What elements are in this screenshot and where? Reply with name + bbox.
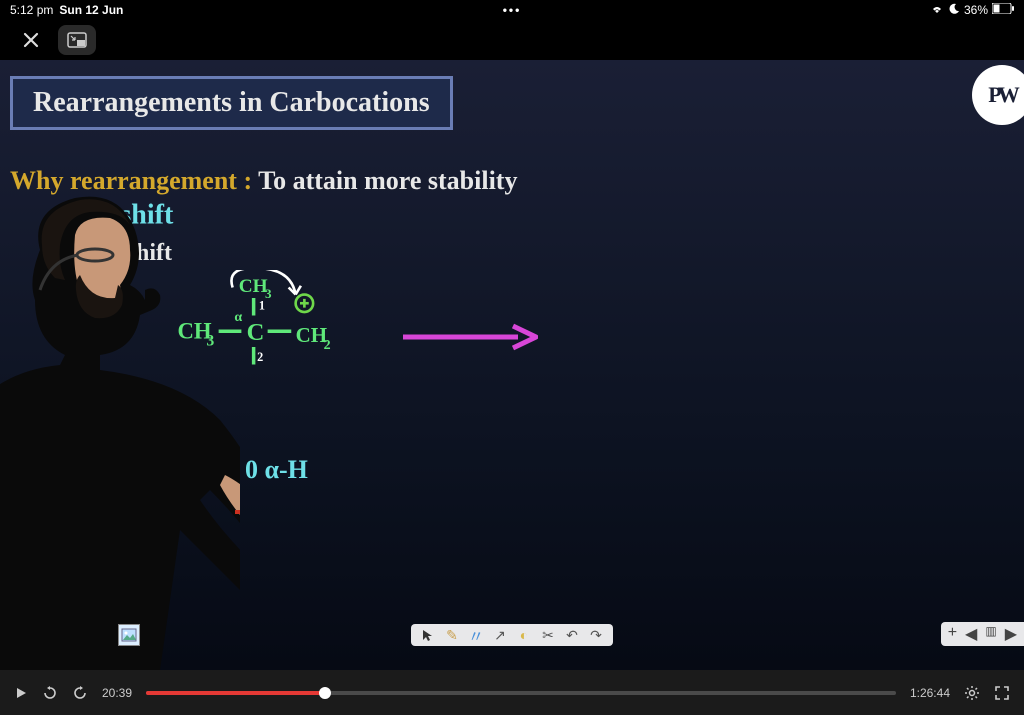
battery-icon [992, 3, 1014, 17]
alpha-h-label: 0 α-H [245, 455, 308, 485]
top-controls [0, 20, 1024, 60]
marker-tool-icon[interactable]: 〃 [467, 626, 485, 644]
pen-tool-icon[interactable]: ✎ [443, 626, 461, 644]
forward-button[interactable] [72, 685, 88, 701]
pw-logo: PW [972, 65, 1024, 125]
image-tool-icon[interactable] [118, 624, 140, 646]
svg-text:2: 2 [324, 338, 331, 353]
undo-tool-icon[interactable]: ↶ [563, 626, 581, 644]
current-time: 20:39 [102, 686, 132, 700]
status-right: 36% [930, 3, 1014, 18]
total-time: 1:26:44 [910, 686, 950, 700]
fullscreen-button[interactable] [994, 685, 1010, 701]
zoom-in-icon[interactable]: + [945, 624, 960, 644]
pages-icon[interactable]: ▥ [982, 624, 999, 644]
drawing-toolbar: ✎ 〃 ↗ ◐ ✂ ↶ ↷ [411, 624, 613, 646]
svg-text:2: 2 [257, 350, 263, 364]
prev-page-icon[interactable]: ◀ [962, 624, 980, 644]
multitask-dots-icon[interactable]: ••• [503, 3, 522, 17]
pip-button[interactable] [58, 25, 96, 55]
svg-text:CH: CH [296, 323, 328, 347]
svg-text:1: 1 [259, 298, 265, 312]
slide-title: Rearrangements in Carbocations [10, 76, 453, 130]
play-button[interactable] [14, 686, 28, 700]
battery-pct: 36% [964, 3, 988, 17]
close-button[interactable] [12, 25, 50, 55]
svg-text:C: C [247, 319, 265, 346]
highlight-tool-icon[interactable]: ◐ [515, 626, 533, 644]
svg-text:CH: CH [239, 276, 268, 297]
svg-text:3: 3 [206, 332, 214, 349]
redo-tool-icon[interactable]: ↷ [587, 626, 605, 644]
next-page-icon[interactable]: ▶ [1002, 624, 1020, 644]
progress-thumb[interactable] [319, 687, 331, 699]
page-nav: + ◀ ▥ ▶ [941, 622, 1024, 646]
instructor-figure [0, 190, 240, 670]
progress-bar[interactable] [146, 691, 896, 695]
status-left: 5:12 pm Sun 12 Jun [10, 3, 123, 17]
svg-text:3: 3 [265, 286, 272, 301]
chemistry-structure: CH 3 C α CH 2 CH 3 1 2 [150, 270, 380, 410]
status-bar: 5:12 pm Sun 12 Jun ••• 36% [0, 0, 1024, 20]
settings-button[interactable] [964, 685, 980, 701]
eraser-tool-icon[interactable]: ✂ [539, 626, 557, 644]
svg-text:α: α [234, 310, 242, 325]
rewind-button[interactable] [42, 685, 58, 701]
wifi-icon [930, 3, 944, 18]
status-time: 5:12 pm [10, 3, 53, 17]
status-date: Sun 12 Jun [59, 3, 123, 17]
progress-fill [146, 691, 324, 695]
cursor-tool-icon[interactable] [419, 626, 437, 644]
moon-icon [948, 3, 960, 18]
video-content[interactable]: Rearrangements in Carbocations PW Why re… [0, 60, 1024, 670]
line-tool-icon[interactable]: ↗ [491, 626, 509, 644]
video-player-bar: 20:39 1:26:44 [0, 670, 1024, 715]
reaction-arrow [398, 322, 538, 352]
subtitle-rest: To attain more stability [252, 166, 517, 195]
